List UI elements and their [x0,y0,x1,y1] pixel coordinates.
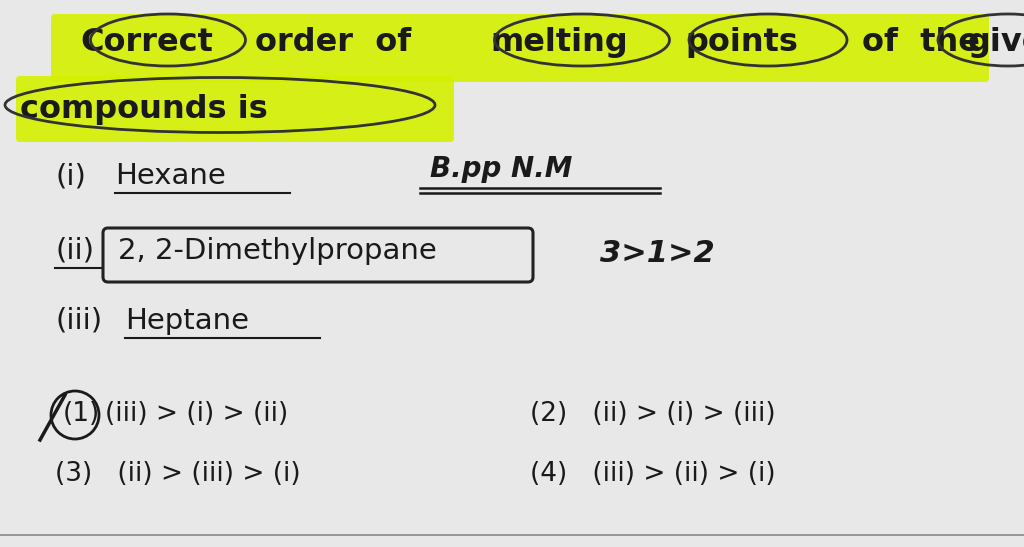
Text: B.pp N.M: B.pp N.M [430,155,572,183]
Text: (4)   (iii) > (ii) > (i): (4) (iii) > (ii) > (i) [530,461,775,487]
Text: (3)   (ii) > (iii) > (i): (3) (ii) > (iii) > (i) [55,461,301,487]
Text: (iii) > (i) > (ii): (iii) > (i) > (ii) [105,401,288,427]
Text: 3>1>2: 3>1>2 [600,239,715,268]
Text: points: points [685,27,798,58]
Text: given: given [968,27,1024,58]
Text: (i): (i) [55,162,86,190]
Text: Heptane: Heptane [125,307,249,335]
FancyBboxPatch shape [103,228,534,282]
FancyBboxPatch shape [51,14,989,82]
Text: (2)   (ii) > (i) > (iii): (2) (ii) > (i) > (iii) [530,401,775,427]
Text: compounds is: compounds is [20,94,267,125]
Text: (iii): (iii) [55,307,102,335]
Text: Correct: Correct [80,27,213,58]
Text: Hexane: Hexane [115,162,225,190]
Text: (ii): (ii) [55,237,94,265]
Text: 2, 2-Dimethylpropane: 2, 2-Dimethylpropane [118,237,437,265]
FancyBboxPatch shape [16,76,454,142]
Text: of  the: of the [862,27,980,58]
Text: melting: melting [490,27,628,58]
Text: (1): (1) [63,401,100,427]
Text: order  of: order of [255,27,412,58]
